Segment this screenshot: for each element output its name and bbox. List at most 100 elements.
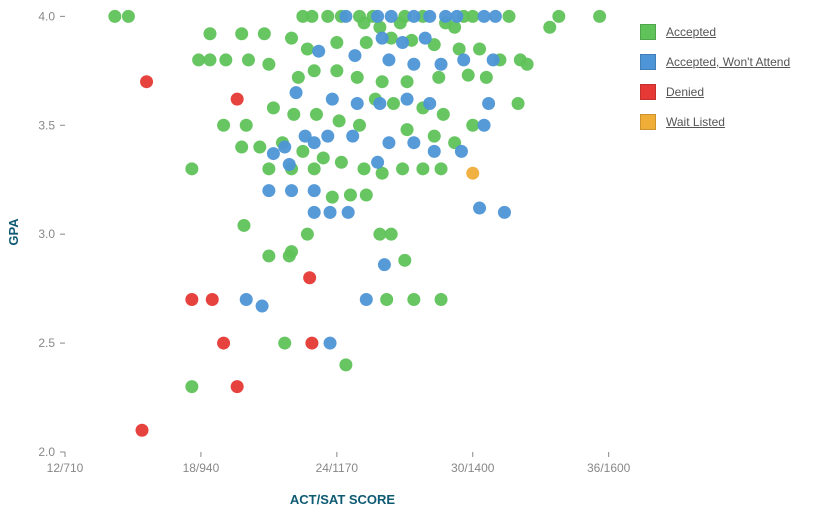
data-point [423,97,436,110]
x-axis-title: ACT/SAT SCORE [290,492,396,507]
data-point [330,36,343,49]
data-point [521,58,534,71]
data-point [503,10,516,23]
data-point [237,219,250,232]
data-point [321,10,334,23]
x-tick-label: 12/710 [47,461,84,475]
data-point [136,424,149,437]
data-point [292,71,305,84]
data-point [301,228,314,241]
data-point [358,162,371,175]
data-point [285,184,298,197]
data-point [543,21,556,34]
data-point [428,130,441,143]
y-axis-title: GPA [6,218,21,246]
data-point [262,162,275,175]
scatter-chart: 12/71018/94024/117030/140036/16002.02.53… [0,0,813,516]
data-point [407,136,420,149]
data-point [258,27,271,40]
legend-swatch [640,84,656,100]
data-point [262,184,275,197]
data-point [310,108,323,121]
data-point [330,64,343,77]
legend-label: Accepted, Won't Attend [666,55,790,69]
data-point [235,27,248,40]
data-point [401,75,414,88]
data-point [407,293,420,306]
data-point [231,380,244,393]
x-tick-label: 36/1600 [587,461,631,475]
legend-swatch [640,114,656,130]
data-point [326,93,339,106]
data-point [473,202,486,215]
data-point [256,300,269,313]
data-point [351,71,364,84]
data-point [185,380,198,393]
x-tick-label: 18/940 [183,461,220,475]
data-point [482,97,495,110]
data-point [358,16,371,29]
data-point [498,206,511,219]
data-point [401,93,414,106]
data-point [303,271,316,284]
data-point [217,337,230,350]
data-point [382,136,395,149]
data-point [407,10,420,23]
data-point [593,10,606,23]
data-point [317,151,330,164]
data-point [371,10,384,23]
data-point [487,53,500,66]
data-point [321,130,334,143]
data-point [283,158,296,171]
data-point [267,101,280,114]
legend-item[interactable]: Accepted [640,24,790,40]
data-point [219,53,232,66]
data-point [455,145,468,158]
data-point [396,162,409,175]
data-point [439,10,452,23]
data-point [203,27,216,40]
data-point [285,32,298,45]
data-point [448,21,461,34]
data-point [432,71,445,84]
data-point [283,249,296,262]
legend-item[interactable]: Accepted, Won't Attend [640,54,790,70]
data-point [353,119,366,132]
data-point [351,97,364,110]
data-point [435,293,448,306]
data-point [373,228,386,241]
data-point [342,206,355,219]
data-point [301,43,314,56]
data-point [376,32,389,45]
y-tick-label: 3.0 [38,227,55,241]
data-point [308,206,321,219]
y-tick-label: 3.5 [38,118,55,132]
data-point [396,36,409,49]
data-point [473,43,486,56]
data-point [242,53,255,66]
data-point [552,10,565,23]
data-point [435,162,448,175]
data-point [324,206,337,219]
legend-item[interactable]: Denied [640,84,790,100]
data-point [416,162,429,175]
x-tick-label: 24/1170 [316,461,359,475]
data-point [466,10,479,23]
data-point [360,188,373,201]
legend-swatch [640,24,656,40]
data-point [378,258,391,271]
y-tick-label: 4.0 [38,9,55,23]
legend-item[interactable]: Wait Listed [640,114,790,130]
legend-label: Accepted [666,25,716,39]
y-tick-label: 2.0 [38,445,55,459]
data-point [206,293,219,306]
legend-swatch [640,54,656,70]
data-point [401,123,414,136]
data-point [423,10,436,23]
data-point [308,162,321,175]
y-tick-label: 2.5 [38,336,55,350]
data-point [296,145,309,158]
data-point [185,293,198,306]
data-point [339,358,352,371]
data-point [235,141,248,154]
